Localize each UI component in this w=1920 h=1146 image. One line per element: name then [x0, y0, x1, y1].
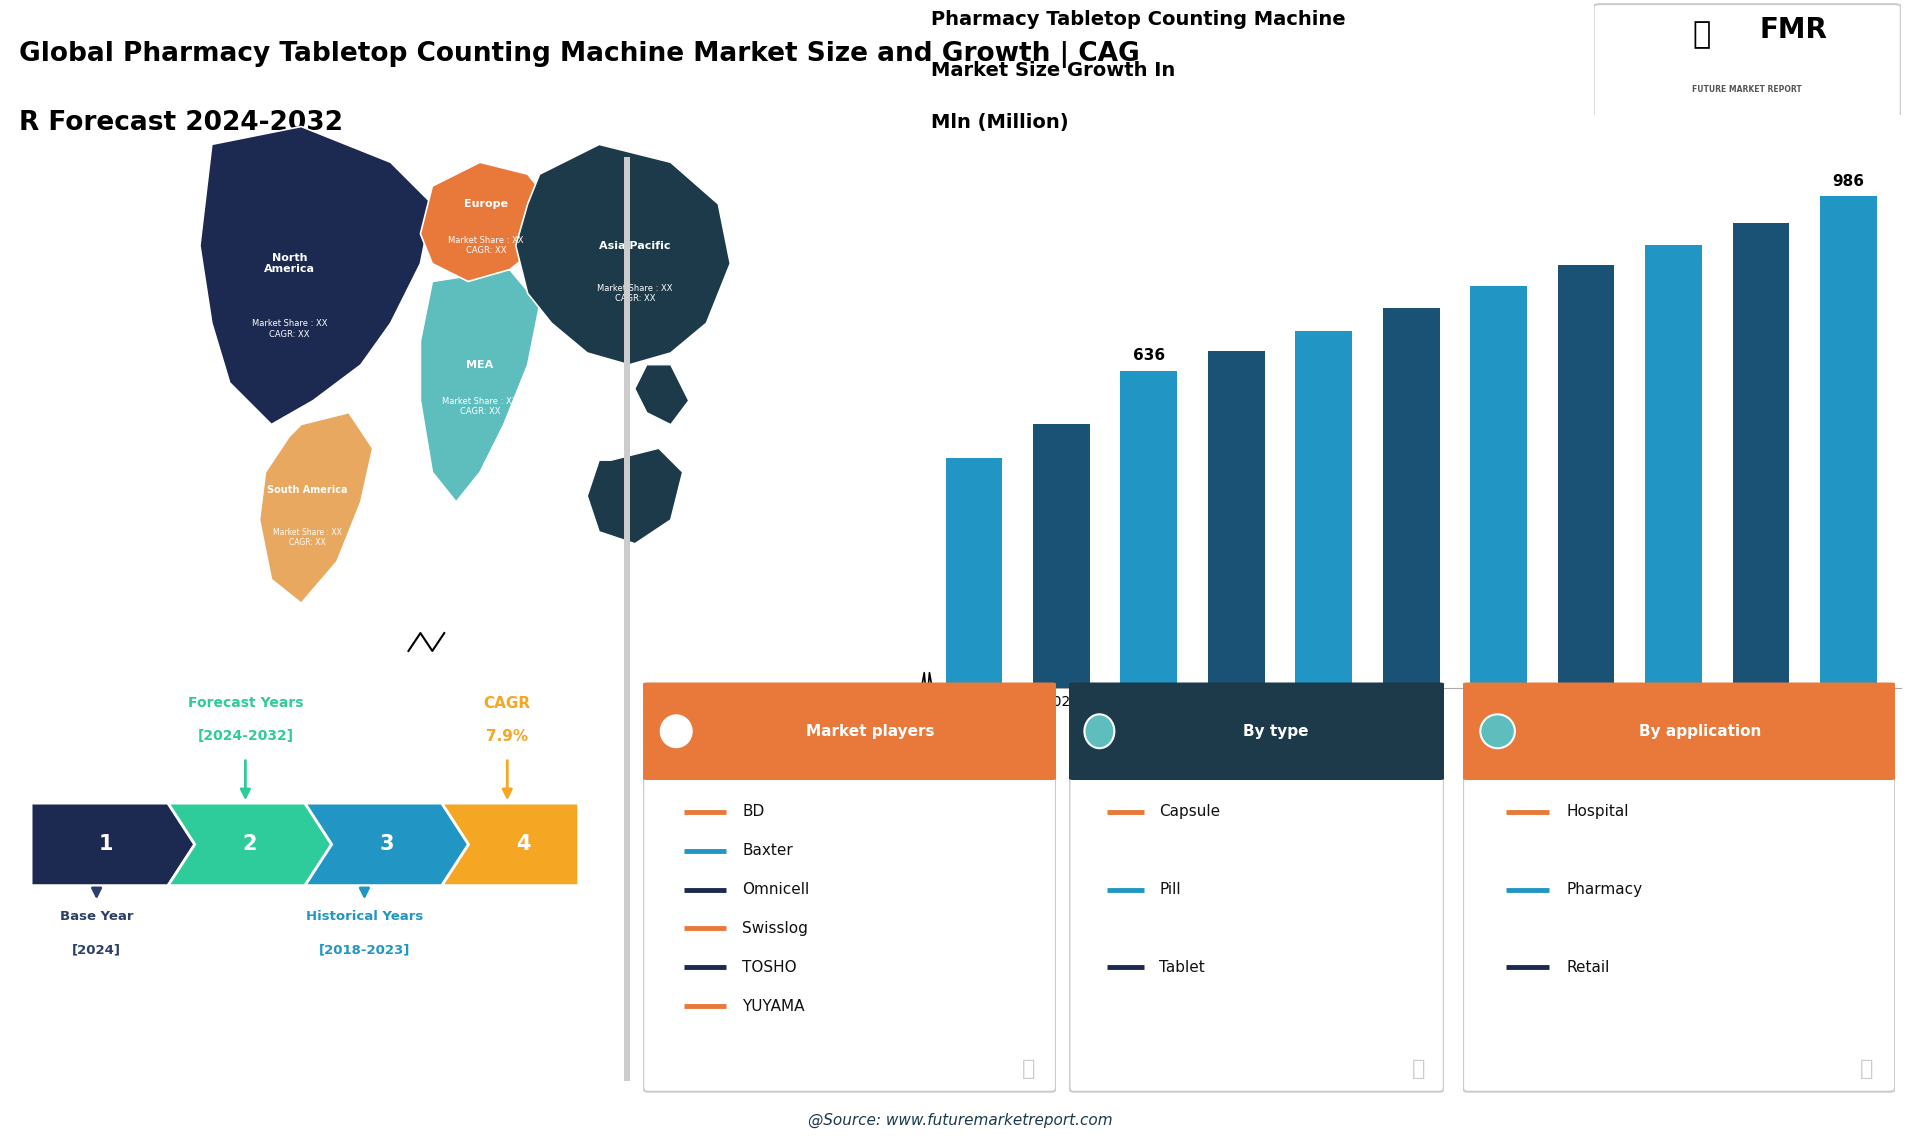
Text: Baxter: Baxter — [743, 843, 793, 858]
Text: 2: 2 — [242, 834, 257, 855]
Polygon shape — [588, 448, 684, 543]
Text: CAGR: CAGR — [484, 696, 530, 711]
Text: South America: South America — [267, 485, 348, 495]
Text: Tablet: Tablet — [1160, 960, 1206, 975]
Bar — [1471, 286, 1526, 688]
Text: Forecast Years: Forecast Years — [188, 696, 303, 709]
Text: By type: By type — [1242, 724, 1308, 739]
Text: Retail: Retail — [1567, 960, 1611, 975]
Polygon shape — [420, 269, 540, 502]
Text: Market Share : XX
CAGR: XX: Market Share : XX CAGR: XX — [597, 284, 672, 303]
FancyBboxPatch shape — [643, 774, 1056, 1092]
FancyBboxPatch shape — [1069, 774, 1444, 1092]
Bar — [1557, 265, 1615, 688]
Bar — [1382, 308, 1440, 688]
Bar — [947, 458, 1002, 688]
Text: Market players: Market players — [806, 724, 935, 739]
Text: FUTURE MARKET REPORT: FUTURE MARKET REPORT — [1692, 85, 1803, 94]
Bar — [1208, 352, 1265, 688]
FancyBboxPatch shape — [1064, 683, 1450, 780]
Text: Market Share : XX
CAGR: XX: Market Share : XX CAGR: XX — [447, 236, 524, 256]
Text: ⌒: ⌒ — [1021, 1059, 1035, 1080]
Polygon shape — [259, 413, 372, 603]
Polygon shape — [420, 163, 551, 282]
Polygon shape — [516, 144, 730, 364]
Bar — [1121, 370, 1177, 688]
Bar — [1732, 223, 1789, 688]
Text: [2018-2023]: [2018-2023] — [319, 943, 411, 957]
Text: 7.9%: 7.9% — [486, 729, 528, 744]
Text: 3: 3 — [380, 834, 394, 855]
Text: Pill: Pill — [1160, 882, 1181, 897]
Polygon shape — [636, 364, 689, 424]
Text: Market Share : XX
CAGR: XX: Market Share : XX CAGR: XX — [442, 397, 518, 416]
Text: [2024-2032]: [2024-2032] — [198, 729, 294, 743]
FancyBboxPatch shape — [1594, 5, 1901, 133]
Text: ⌒: ⌒ — [1860, 1059, 1874, 1080]
Text: By application: By application — [1640, 724, 1763, 739]
Text: 4: 4 — [516, 834, 532, 855]
Text: YUYAMA: YUYAMA — [743, 998, 804, 1014]
Text: Capsule: Capsule — [1160, 804, 1221, 819]
Circle shape — [660, 714, 693, 748]
Text: Europe: Europe — [465, 199, 509, 209]
Text: FMR: FMR — [1759, 16, 1828, 45]
Polygon shape — [442, 803, 578, 886]
Text: 636: 636 — [1133, 348, 1165, 363]
Text: Omnicell: Omnicell — [743, 882, 810, 897]
Text: Global Pharmacy Tabletop Counting Machine Market Size and Growth | CAG: Global Pharmacy Tabletop Counting Machin… — [19, 41, 1140, 69]
Polygon shape — [167, 803, 332, 886]
Text: Base Year: Base Year — [60, 910, 132, 924]
Text: Asia Pacific: Asia Pacific — [599, 241, 670, 251]
Text: Historical Years: Historical Years — [305, 910, 422, 924]
Text: R Forecast 2024-2032: R Forecast 2024-2032 — [19, 110, 344, 136]
Text: Market Size Growth In: Market Size Growth In — [931, 61, 1175, 80]
Text: Hospital: Hospital — [1567, 804, 1630, 819]
Circle shape — [1480, 714, 1515, 748]
Text: 1: 1 — [100, 834, 113, 855]
Circle shape — [1085, 714, 1114, 748]
Text: BD: BD — [743, 804, 764, 819]
Text: MEA: MEA — [467, 360, 493, 370]
Bar — [1820, 196, 1876, 688]
Text: Pharmacy: Pharmacy — [1567, 882, 1644, 897]
Bar — [1296, 331, 1352, 688]
Text: North
America: North America — [263, 253, 315, 274]
Text: 🦅: 🦅 — [1692, 19, 1711, 49]
Text: TOSHO: TOSHO — [743, 960, 797, 975]
Text: 986: 986 — [1832, 174, 1864, 189]
Text: @Source: www.futuremarketreport.com: @Source: www.futuremarketreport.com — [808, 1113, 1112, 1128]
Polygon shape — [31, 803, 194, 886]
Text: ⌒: ⌒ — [1411, 1059, 1425, 1080]
Bar — [1645, 245, 1701, 688]
FancyBboxPatch shape — [1457, 683, 1901, 780]
Text: Swisslog: Swisslog — [743, 921, 808, 936]
Polygon shape — [305, 803, 468, 886]
Bar — [1033, 424, 1091, 688]
Text: [2024]: [2024] — [73, 943, 121, 957]
Text: Pharmacy Tabletop Counting Machine: Pharmacy Tabletop Counting Machine — [931, 9, 1346, 29]
Text: Market Share : XX
CAGR: XX: Market Share : XX CAGR: XX — [273, 528, 342, 548]
Text: Market Share : XX
CAGR: XX: Market Share : XX CAGR: XX — [252, 320, 326, 339]
Polygon shape — [200, 126, 432, 424]
FancyBboxPatch shape — [1463, 774, 1895, 1092]
Text: Mln (Million): Mln (Million) — [931, 112, 1069, 132]
FancyBboxPatch shape — [637, 683, 1062, 780]
